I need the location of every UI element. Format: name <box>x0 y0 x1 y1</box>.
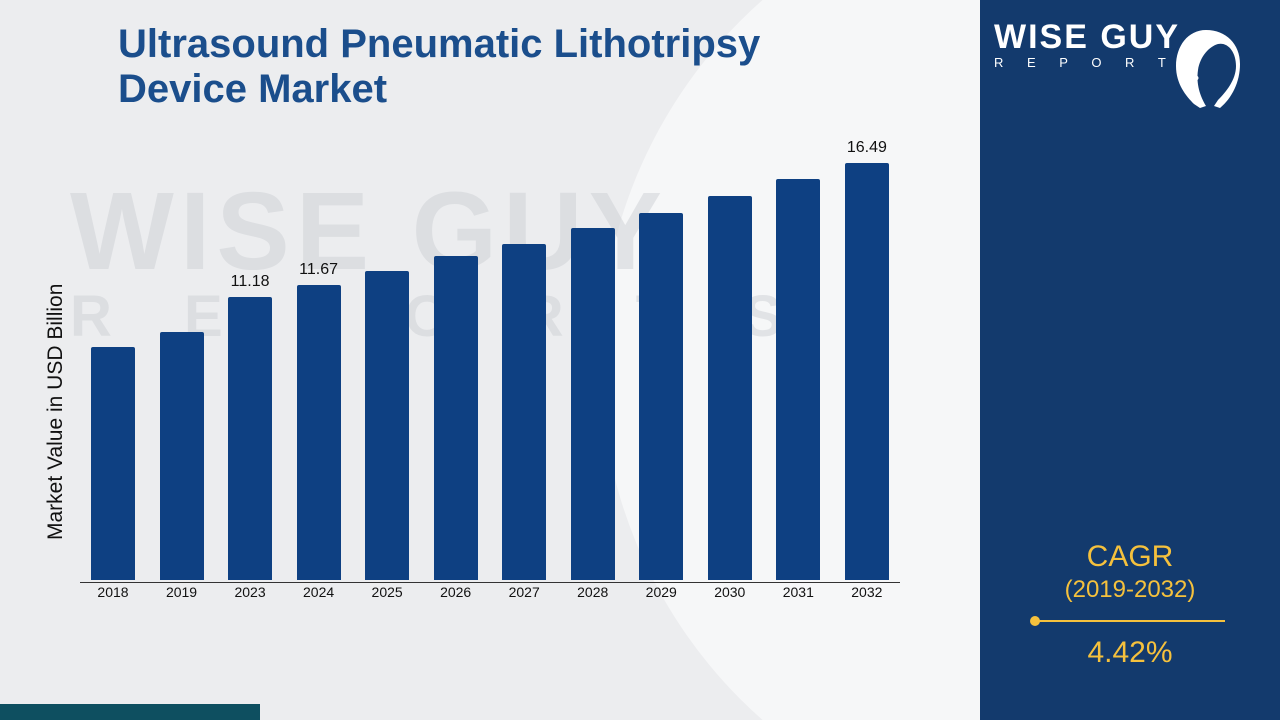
bar <box>434 256 478 580</box>
bar-col <box>571 228 615 580</box>
bar-chart: 11.18 11.67 16.49 <box>80 150 900 580</box>
x-tick-label: 2024 <box>297 584 341 600</box>
bar-col <box>776 179 820 580</box>
bar-value-label: 11.67 <box>299 261 338 285</box>
footer-accent-bar <box>0 704 260 720</box>
bar <box>845 163 889 580</box>
bar-value-label: 11.18 <box>231 273 270 297</box>
bar-col <box>502 244 546 580</box>
bar <box>228 297 272 580</box>
x-tick-label: 2023 <box>228 584 272 600</box>
x-tick-label: 2018 <box>91 584 135 600</box>
bar <box>708 196 752 580</box>
page-root: WISE GUY R E P O R T S WISE GUY R E P O … <box>0 0 1280 720</box>
x-axis-line <box>80 582 900 583</box>
bar-col <box>434 256 478 580</box>
chart-title: Ultrasound Pneumatic Lithotripsy Device … <box>118 22 838 112</box>
bars-row: 11.18 11.67 16.49 <box>80 150 900 580</box>
x-tick-label: 2031 <box>776 584 820 600</box>
cagr-block: CAGR (2019-2032) 4.42% <box>1012 540 1248 670</box>
x-tick-label: 2025 <box>365 584 409 600</box>
bar <box>297 285 341 580</box>
x-tick-label: 2029 <box>639 584 683 600</box>
bar <box>639 213 683 580</box>
bar-col: 11.67 <box>297 285 341 580</box>
x-tick-label: 2030 <box>708 584 752 600</box>
x-axis-labels: 2018 2019 2023 2024 2025 2026 2027 2028 2029 2030… <box>80 584 900 600</box>
bar-col <box>160 332 204 580</box>
bar-col <box>91 347 135 580</box>
bar-col: 11.18 <box>228 297 272 580</box>
bar-col <box>365 271 409 580</box>
bar-value-label: 16.49 <box>847 139 887 163</box>
cagr-period: (2019-2032) <box>1012 576 1248 604</box>
cagr-divider <box>1035 620 1225 622</box>
bar <box>776 179 820 580</box>
bar <box>160 332 204 580</box>
bar-col: 16.49 <box>845 163 889 580</box>
x-tick-label: 2027 <box>502 584 546 600</box>
bar <box>365 271 409 580</box>
brand-logo: WISE GUY R E P O R T S <box>994 18 1254 70</box>
x-tick-label: 2026 <box>434 584 478 600</box>
brand-head-icon <box>1170 26 1242 112</box>
bar <box>571 228 615 580</box>
cagr-value: 4.42% <box>1012 636 1248 670</box>
bar-col <box>708 196 752 580</box>
bar-col <box>639 213 683 580</box>
bar <box>91 347 135 580</box>
x-tick-label: 2032 <box>845 584 889 600</box>
cagr-label: CAGR <box>1012 540 1248 574</box>
bar <box>502 244 546 580</box>
y-axis-label: Market Value in USD Billion <box>44 284 68 540</box>
x-tick-label: 2019 <box>160 584 204 600</box>
x-tick-label: 2028 <box>571 584 615 600</box>
